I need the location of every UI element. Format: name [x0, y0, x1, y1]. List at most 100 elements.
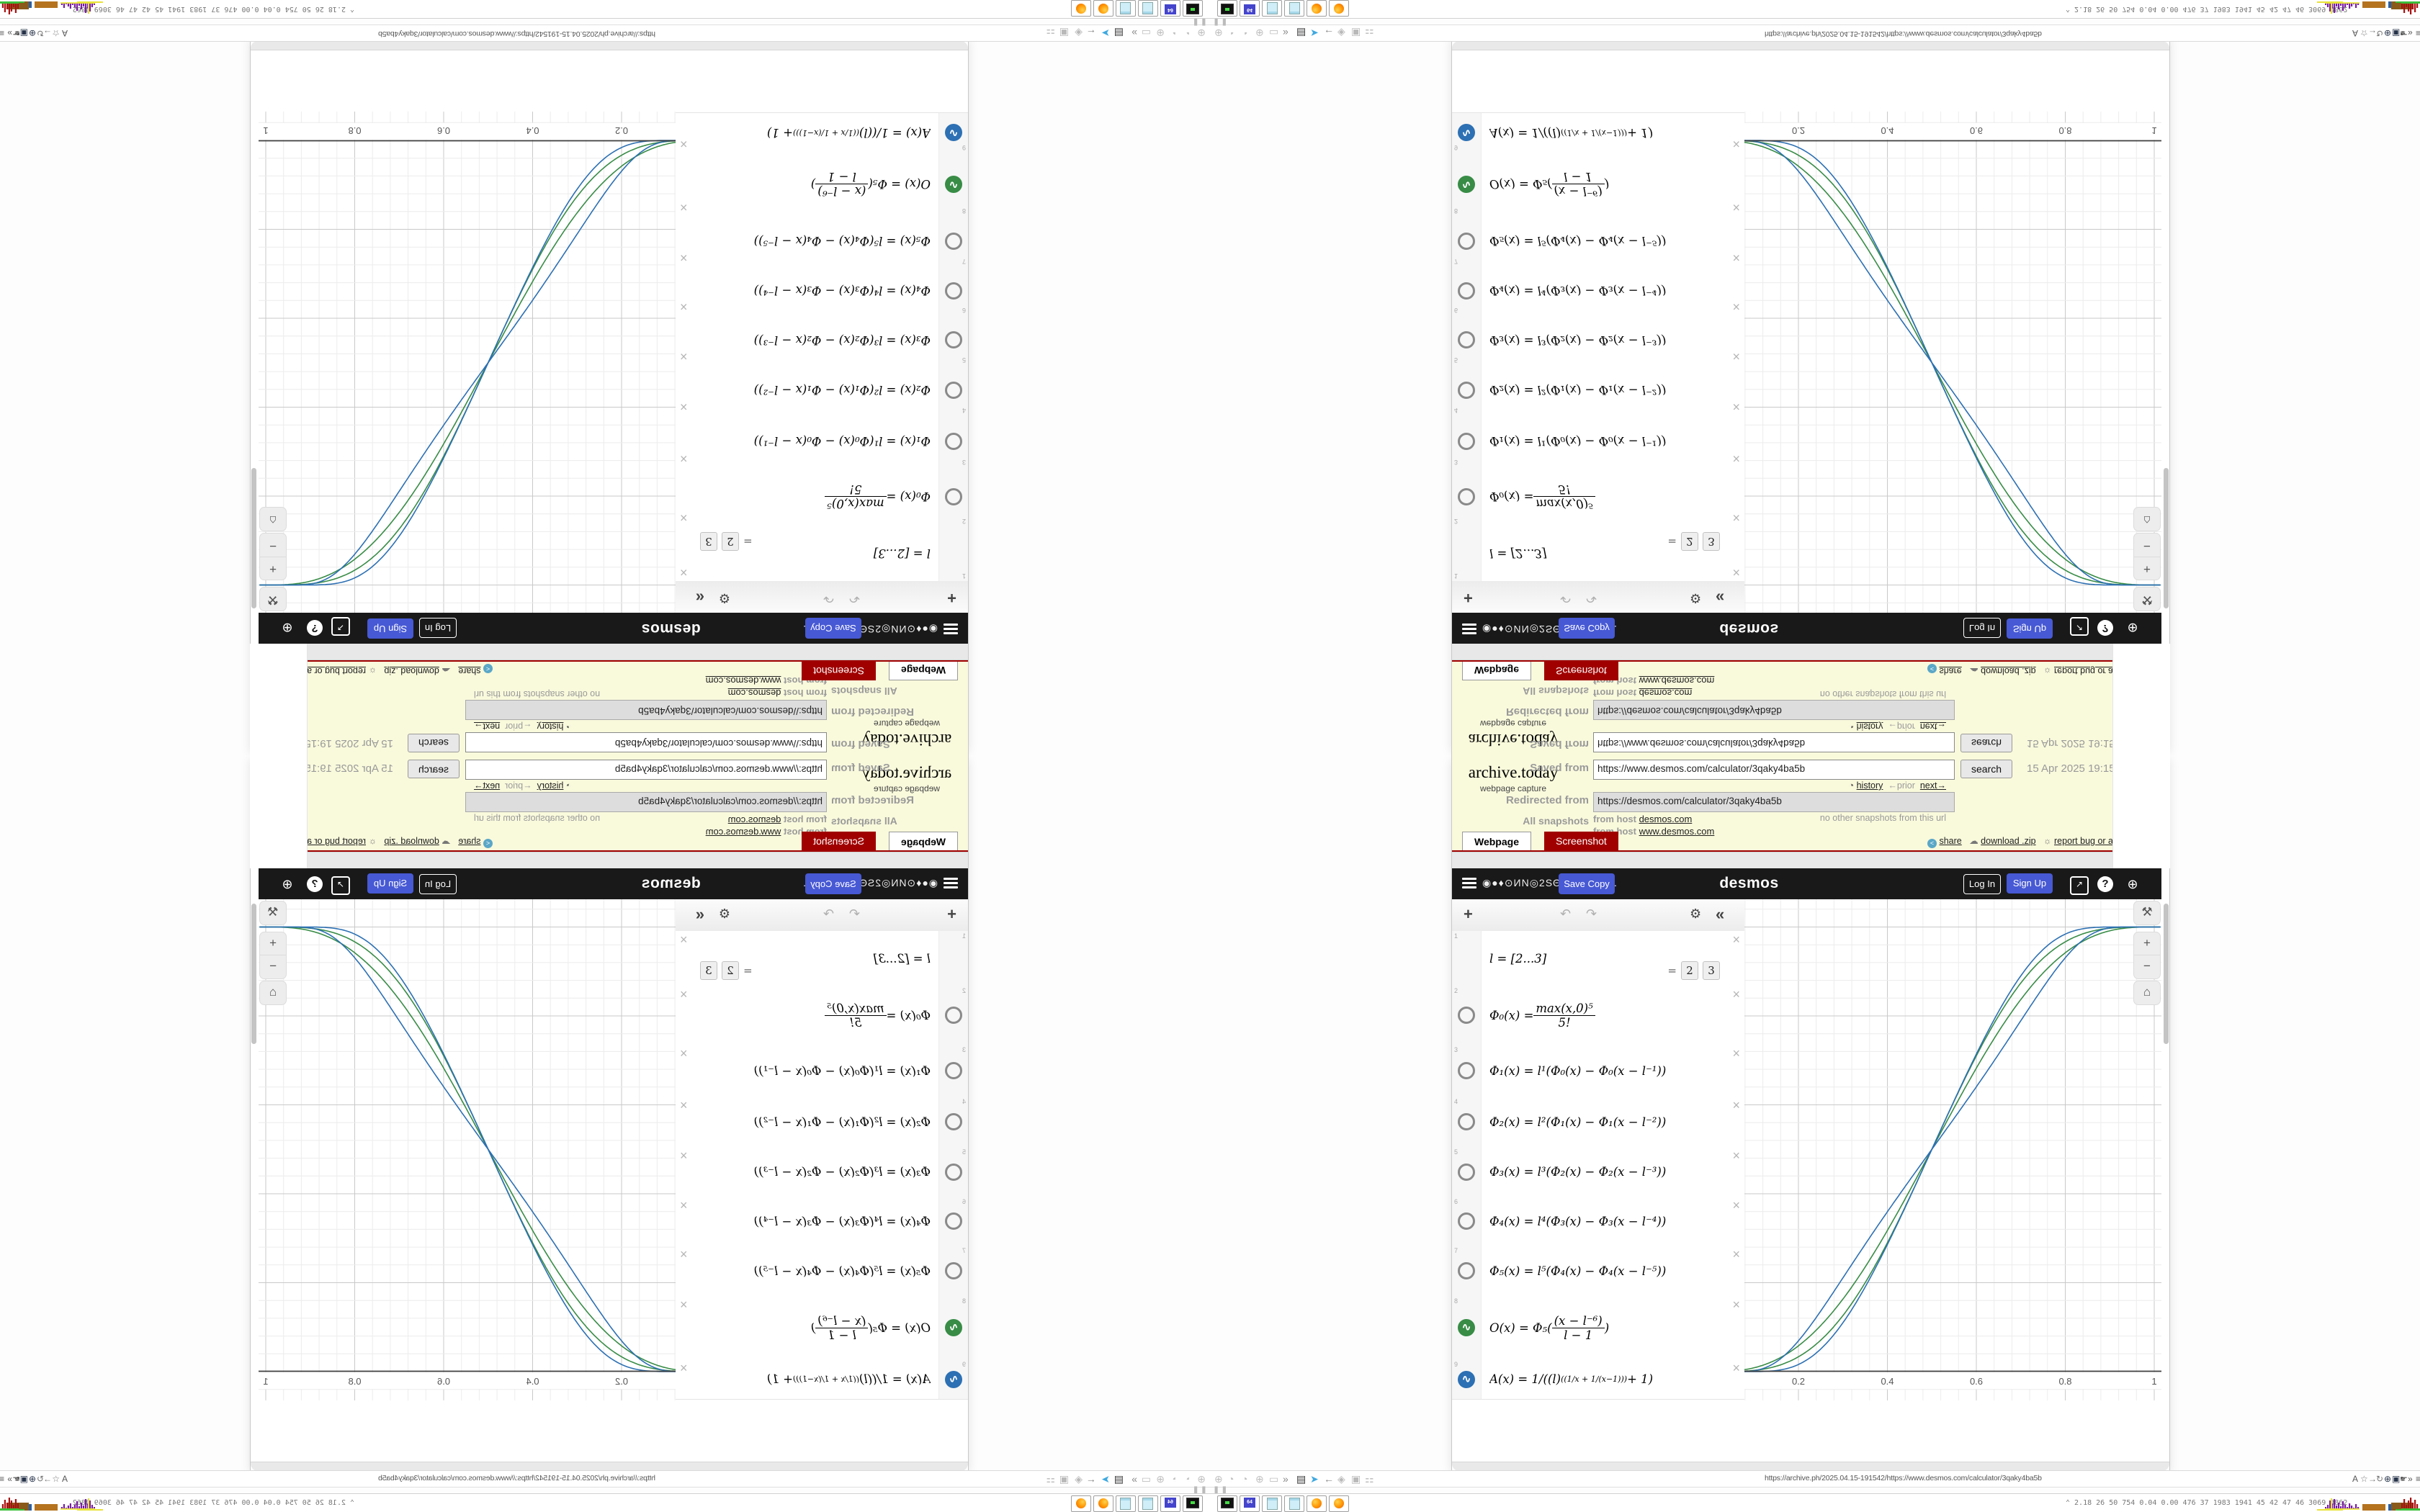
expression-latex[interactable]: Φ₂(x) = l²(Φ₁(x) − Φ₁(x − l⁻²)) — [753, 1115, 931, 1129]
host-link-1[interactable]: from host desmos.com — [727, 688, 827, 698]
redo-icon[interactable]: ↷ — [823, 906, 834, 921]
collapse-chevron-icon[interactable]: ⌃ — [2398, 23, 2408, 35]
hidden-curve-toggle[interactable] — [1458, 488, 1475, 505]
taskbar-app-firefox[interactable] — [1329, 1495, 1349, 1512]
close-row-icon[interactable]: × — [1732, 565, 1740, 580]
gauge-icon[interactable]: ◔ — [1228, 1473, 1234, 1485]
menu-icon[interactable]: ≡ — [2416, 1474, 2420, 1484]
expression-latex[interactable]: O(x) = Φ₅((x − l⁻⁶) l − 1) — [1489, 1313, 1610, 1342]
close-row-icon[interactable]: × — [680, 1148, 688, 1163]
zoom-out-button[interactable]: − — [2133, 955, 2161, 979]
shield-icon[interactable]: ◈ — [1075, 1473, 1083, 1485]
undo-icon[interactable]: ↶ — [1560, 591, 1572, 606]
close-row-icon[interactable]: × — [680, 400, 688, 414]
history-link[interactable]: history — [1856, 780, 1883, 791]
taskbar-app-notepad[interactable] — [1116, 1495, 1136, 1512]
hidden-curve-toggle[interactable] — [945, 1062, 962, 1079]
tab-screenshot[interactable]: Screenshot — [1544, 832, 1618, 850]
graph-pane[interactable]: 0.2 0.4 0.6 0.8 1 ⚒ + − ⌂ — [259, 112, 676, 613]
expression-row[interactable]: 7 Φ₅(x) = l⁵(Φ₄(x) − Φ₄(x − l⁻⁵)) × — [1452, 215, 1744, 266]
row-gutter[interactable]: 3 — [938, 415, 968, 467]
like-icon[interactable]: ☛ — [2400, 1474, 2408, 1484]
close-row-icon[interactable]: × — [1732, 137, 1740, 151]
reload-icon[interactable]: ↻ — [2376, 1474, 2384, 1484]
sliders-icon[interactable]: ⚏ — [1046, 1473, 1055, 1485]
collapse-panel-icon[interactable]: « — [1716, 589, 1725, 607]
sign-up-button[interactable]: Sign Up — [367, 873, 413, 894]
close-row-icon[interactable]: × — [680, 1198, 688, 1212]
wrench-settings-button[interactable]: ⚒ — [259, 901, 287, 925]
row-gutter[interactable]: 7 — [938, 1246, 968, 1296]
lock-icon[interactable]: ▣ — [1351, 1473, 1361, 1485]
expression-latex[interactable]: Φ₃(x) = l³(Φ₂(x) − Φ₂(x − l⁻³)) — [753, 333, 931, 347]
extension-globe-icon[interactable]: ⊕ — [1214, 27, 1223, 39]
add-expression-button[interactable]: + — [947, 589, 956, 607]
close-row-icon[interactable]: × — [1732, 400, 1740, 414]
expression-latex[interactable]: Φ₂(x) = l²(Φ₁(x) − Φ₁(x − l⁻²)) — [1489, 1115, 1667, 1129]
expression-latex[interactable]: Φ₄(x) = l⁴(Φ₃(x) − Φ₃(x − l⁻⁴)) — [1489, 1214, 1667, 1228]
expression-row[interactable]: 3 Φ₁(x) = l¹(Φ₀(x) − Φ₀(x − l⁻¹)) × — [676, 415, 968, 467]
hidden-curve-toggle[interactable] — [945, 1113, 962, 1130]
expression-row[interactable]: 8 ∿ O(x) = Φ₅((x − l⁻⁶) l − 1) × — [676, 152, 968, 216]
trash-icon[interactable]: ▤ — [1113, 27, 1124, 39]
visible-curve-toggle-blue[interactable]: ∿ — [1458, 1370, 1475, 1388]
pointer-icon[interactable]: ➤ — [1101, 1473, 1110, 1485]
row-gutter[interactable]: 5 — [938, 1147, 968, 1197]
share-export-icon[interactable]: ↗ — [331, 617, 350, 636]
close-row-icon[interactable]: × — [1732, 1148, 1740, 1163]
help-icon[interactable]: ? — [307, 876, 323, 892]
extension-globe-icon[interactable]: ⊕ — [1214, 1473, 1223, 1485]
expression-row[interactable]: 6 Φ₄(x) = l⁴(Φ₃(x) − Φ₃(x − l⁻⁴)) × — [676, 1197, 968, 1246]
search-button[interactable]: search — [407, 734, 460, 752]
folder-icon[interactable]: ▭ — [1141, 1473, 1151, 1485]
back-icon[interactable]: ← — [1324, 1473, 1334, 1485]
expression-latex[interactable]: Φ₅(x) = l⁵(Φ₄(x) − Φ₄(x − l⁻⁵)) — [753, 1264, 931, 1278]
expression-latex[interactable]: A(x) = 1/((l) ((1/x + 1/(x−1))) + 1) — [766, 126, 931, 140]
wrench-settings-button[interactable]: ⚒ — [2133, 901, 2161, 925]
row-gutter[interactable]: 8 ∿ — [938, 153, 968, 216]
extension-globe-icon[interactable]: ⊕ — [1197, 27, 1206, 39]
visible-curve-toggle-blue[interactable]: ∿ — [1458, 124, 1475, 142]
hidden-curve-toggle[interactable] — [1458, 1212, 1475, 1230]
gauge-icon[interactable]: ◔ — [1186, 27, 1192, 39]
row-gutter[interactable]: 6 — [938, 1197, 968, 1246]
menu-icon[interactable]: ≡ — [0, 26, 4, 40]
close-row-icon[interactable]: × — [1732, 451, 1740, 466]
share-export-icon[interactable]: ↗ — [331, 876, 350, 895]
share-link[interactable]: share — [458, 666, 481, 676]
close-row-icon[interactable]: × — [1732, 1046, 1740, 1061]
history-link[interactable]: history — [537, 721, 564, 732]
graph-pane[interactable]: 0.2 0.4 0.6 0.8 1 ⚒ + − ⌂ — [1744, 112, 2161, 613]
visible-curve-toggle-blue[interactable]: ∿ — [945, 1370, 962, 1388]
collapse-chevron-icon[interactable]: ⌃ — [12, 1477, 22, 1489]
language-globe-icon[interactable]: ⊕ — [2127, 621, 2138, 635]
row-gutter[interactable]: 6 — [1452, 266, 1482, 315]
sliders-icon[interactable]: ⚏ — [1365, 1473, 1374, 1485]
back-icon[interactable]: ← — [1086, 1473, 1096, 1485]
search-button[interactable]: search — [1960, 734, 2013, 752]
language-globe-icon[interactable]: ⊕ — [2127, 877, 2138, 891]
close-row-icon[interactable]: × — [680, 1297, 688, 1312]
hidden-curve-toggle[interactable] — [945, 433, 962, 450]
add-expression-button[interactable]: + — [1464, 589, 1473, 607]
expression-row[interactable]: 2 Φ₀(x) = max(x,0)⁵ 5! × — [676, 467, 968, 526]
back-icon[interactable]: ← — [1086, 27, 1096, 39]
expression-latex[interactable]: Φ₅(x) = l⁵(Φ₄(x) − Φ₄(x − l⁻⁵)) — [1489, 1264, 1667, 1278]
expression-row[interactable]: 7 Φ₅(x) = l⁵(Φ₄(x) − Φ₄(x − l⁻⁵)) × — [676, 1246, 968, 1297]
row-gutter[interactable]: 7 — [938, 216, 968, 266]
expression-latex[interactable]: O(x) = Φ₅((x − l⁻⁶) l − 1) — [810, 1313, 931, 1342]
row-gutter[interactable]: 6 — [1452, 1197, 1482, 1246]
row-gutter[interactable]: 1 — [938, 526, 968, 581]
extension-globe-icon[interactable]: ⊕ — [1255, 27, 1264, 39]
hidden-curve-toggle[interactable] — [945, 1262, 962, 1279]
gauge-icon[interactable]: ◔ — [1242, 1473, 1248, 1485]
sign-up-button[interactable]: Sign Up — [2007, 873, 2053, 894]
expression-row[interactable]: 9 ∿ A(x) = 1/((l) ((1/x + 1/(x−1))) + 1) × — [1452, 1359, 1744, 1400]
graph-canvas[interactable]: 0.2 0.4 0.6 0.8 1 — [1744, 899, 2161, 1400]
page-scrollbar-thumb[interactable] — [251, 468, 256, 608]
expression-row[interactable]: 9 ∿ A(x) = 1/((l) ((1/x + 1/(x−1))) + 1) × — [1452, 112, 1744, 153]
shield-icon[interactable]: ◈ — [1337, 27, 1345, 39]
extensions-overflow-icon[interactable]: » — [7, 28, 12, 38]
expression-row[interactable]: 9 ∿ A(x) = 1/((l) ((1/x + 1/(x−1))) + 1) × — [676, 112, 968, 153]
